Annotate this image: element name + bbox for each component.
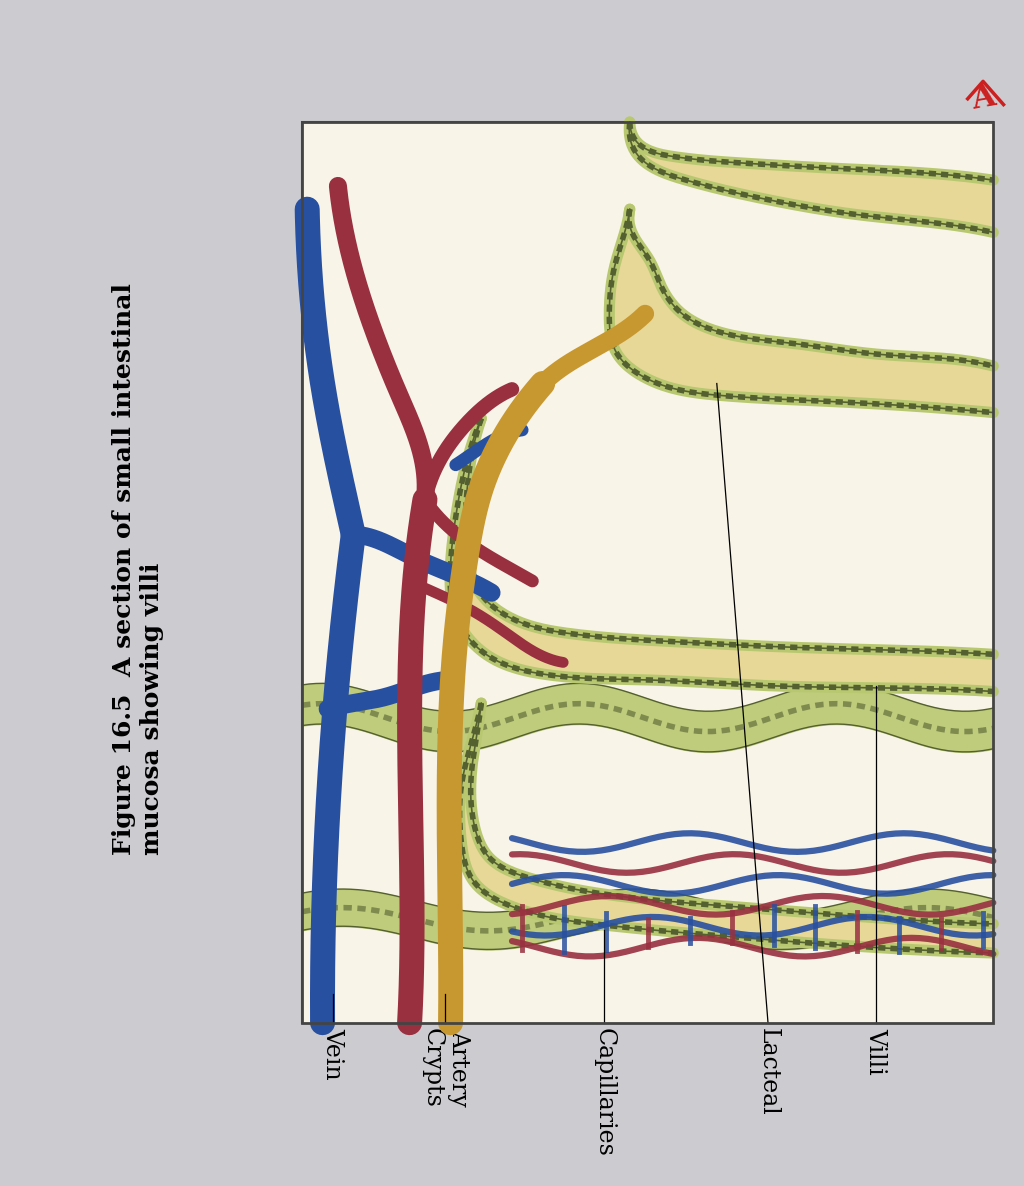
FancyBboxPatch shape: [302, 122, 993, 1022]
Polygon shape: [609, 209, 993, 413]
Text: Capillaries: Capillaries: [593, 1028, 615, 1158]
Text: Lacteal: Lacteal: [757, 1028, 779, 1116]
Text: Artery
Crypts: Artery Crypts: [421, 1028, 470, 1109]
Polygon shape: [451, 419, 993, 691]
Text: A: A: [969, 82, 997, 116]
Polygon shape: [630, 122, 993, 232]
FancyBboxPatch shape: [302, 122, 993, 1022]
Text: Villi: Villi: [864, 1028, 887, 1076]
Polygon shape: [460, 703, 993, 954]
Text: Vein: Vein: [322, 1028, 344, 1080]
Text: Figure 16.5  A section of small intestinal
mucosa showing villi: Figure 16.5 A section of small intestina…: [113, 283, 164, 855]
